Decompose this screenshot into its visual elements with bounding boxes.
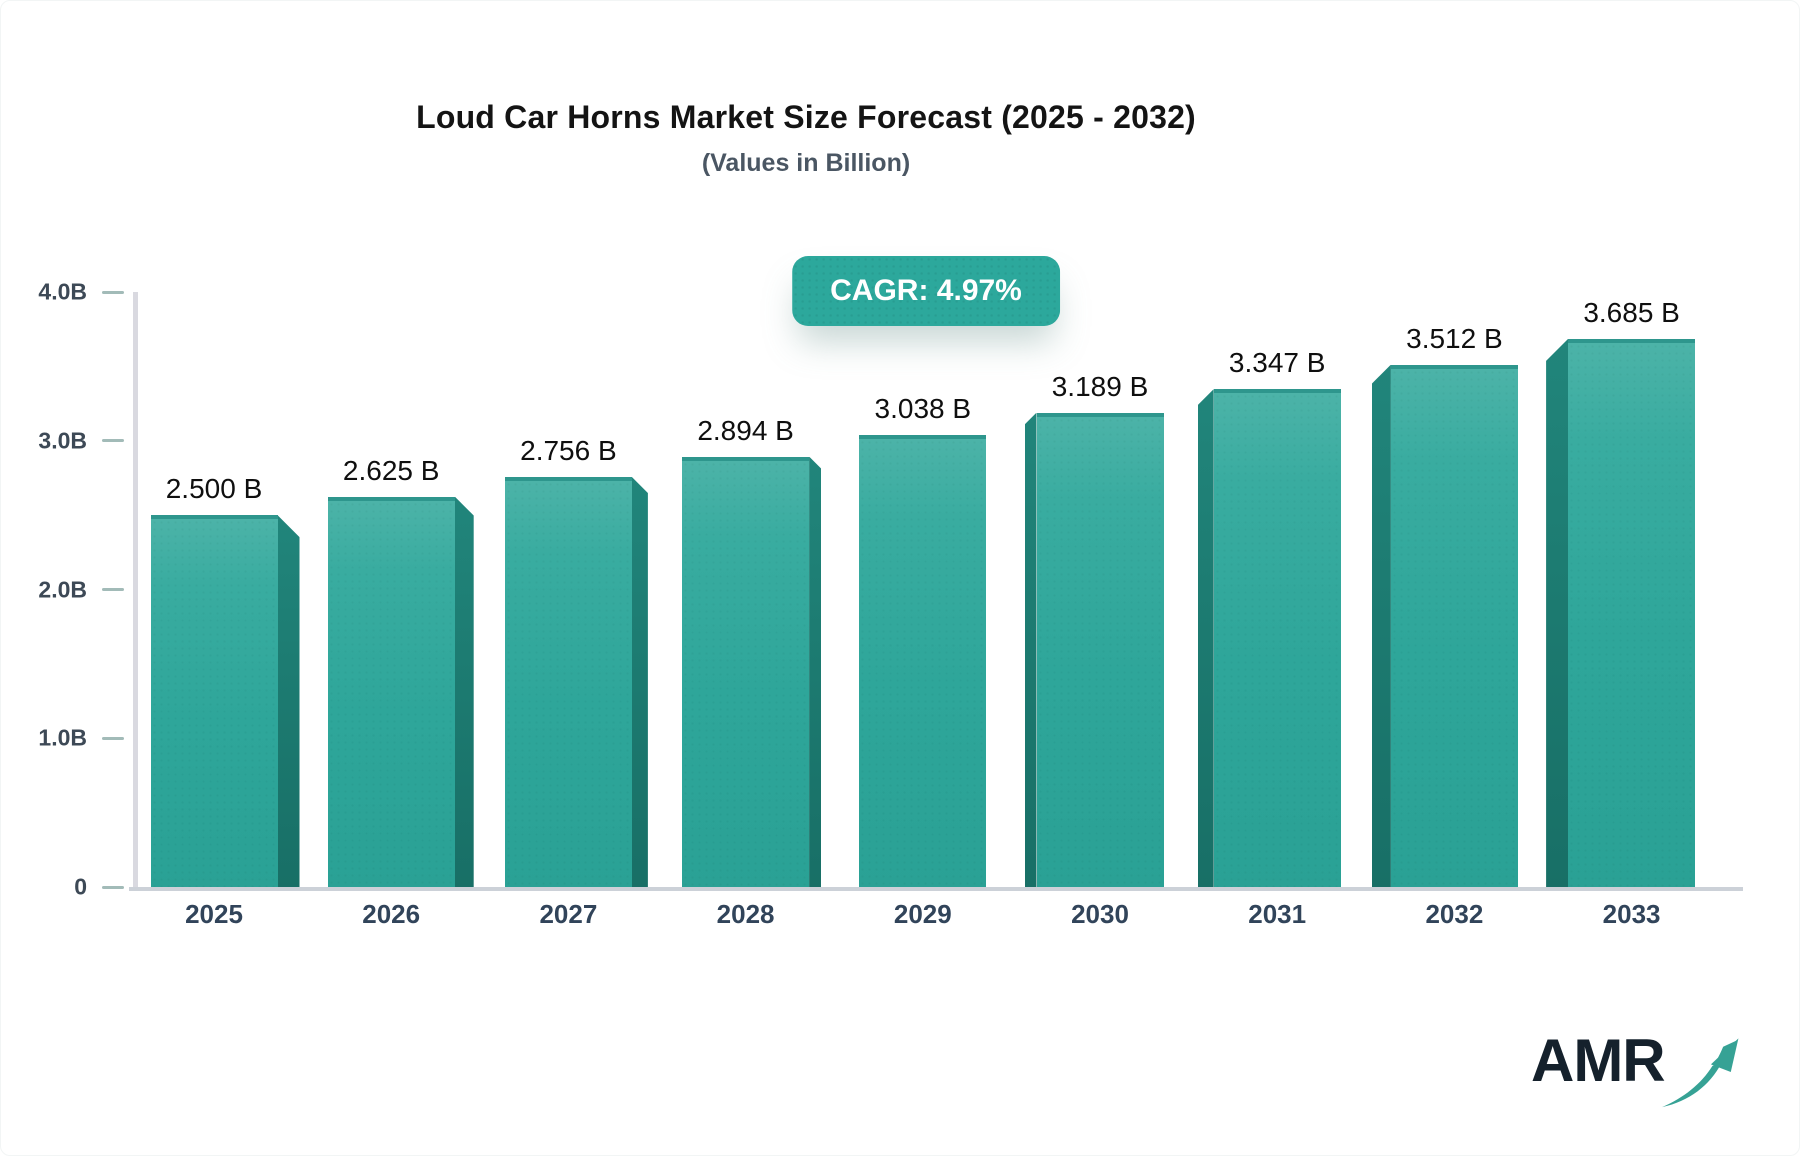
growth-arrow-icon <box>1659 1033 1743 1116</box>
bar-value-label: 3.038 B <box>874 393 972 425</box>
y-tick-label: 0 <box>74 873 87 900</box>
y-tick-label: 1.0B <box>38 724 87 751</box>
y-tick-dash <box>102 736 124 740</box>
bar-side-2026 <box>454 496 474 889</box>
bar-value-label: 2.500 B <box>165 473 263 505</box>
bar-2033 <box>1568 338 1696 889</box>
bar-2025 <box>150 515 278 889</box>
x-axis-baseline <box>129 887 1743 891</box>
bar-value-label: 2.756 B <box>520 435 617 467</box>
bar-value-label: 3.189 B <box>1051 370 1149 402</box>
amr-logo-text: AMR <box>1531 1027 1666 1094</box>
y-axis-line <box>133 292 138 887</box>
y-tick-label: 2.0B <box>38 576 87 602</box>
x-axis-label-2028: 2028 <box>716 899 775 929</box>
bar-2028 <box>682 456 810 889</box>
bar-side-2032 <box>1371 364 1391 889</box>
x-axis-label-2025: 2025 <box>185 899 243 929</box>
bar-2029 <box>859 435 987 889</box>
bar-value-label: 3.347 B <box>1228 347 1326 379</box>
cagr-badge: CAGR: 4.97% <box>792 256 1060 326</box>
y-tick-label: 4.0B <box>38 278 87 305</box>
y-tick-label: 3.0B <box>38 427 87 454</box>
x-axis-label-2027: 2027 <box>539 899 598 929</box>
y-tick-dash <box>102 439 124 443</box>
x-axis-label-2031: 2031 <box>1248 899 1307 929</box>
y-tick-dash <box>102 290 124 294</box>
y-tick-dash <box>102 885 124 889</box>
bar-value-label: 3.512 B <box>1406 322 1503 354</box>
bar-2026 <box>327 496 455 889</box>
x-axis-label-2032: 2032 <box>1425 899 1484 929</box>
bar-2032 <box>1390 364 1518 889</box>
bar-2030 <box>1036 412 1164 889</box>
x-axis-label-2030: 2030 <box>1071 899 1129 929</box>
chart-title: Loud Car Horns Market Size Forecast (202… <box>416 99 1196 135</box>
bar-value-label: 2.894 B <box>697 414 794 446</box>
bar-side-2025 <box>277 515 300 889</box>
x-axis-label-2033: 2033 <box>1602 899 1661 929</box>
bar-2031 <box>1213 389 1341 889</box>
bar-side-2031 <box>1197 389 1214 889</box>
x-axis-label-2029: 2029 <box>893 899 952 929</box>
bar-value-label: 3.685 B <box>1583 296 1680 328</box>
bar-side-2027 <box>631 477 648 889</box>
chart-subtitle: (Values in Billion) <box>701 149 911 177</box>
amr-logo: AMR <box>1531 1031 1743 1116</box>
bar-side-2028 <box>809 456 822 889</box>
bar-value-label: 2.625 B <box>342 454 440 486</box>
y-tick-dash <box>102 588 124 591</box>
bar-side-2030 <box>1024 412 1037 889</box>
bar-side-2033 <box>1546 338 1569 889</box>
bar-2027 <box>504 477 632 889</box>
x-axis-label-2026: 2026 <box>362 899 421 929</box>
